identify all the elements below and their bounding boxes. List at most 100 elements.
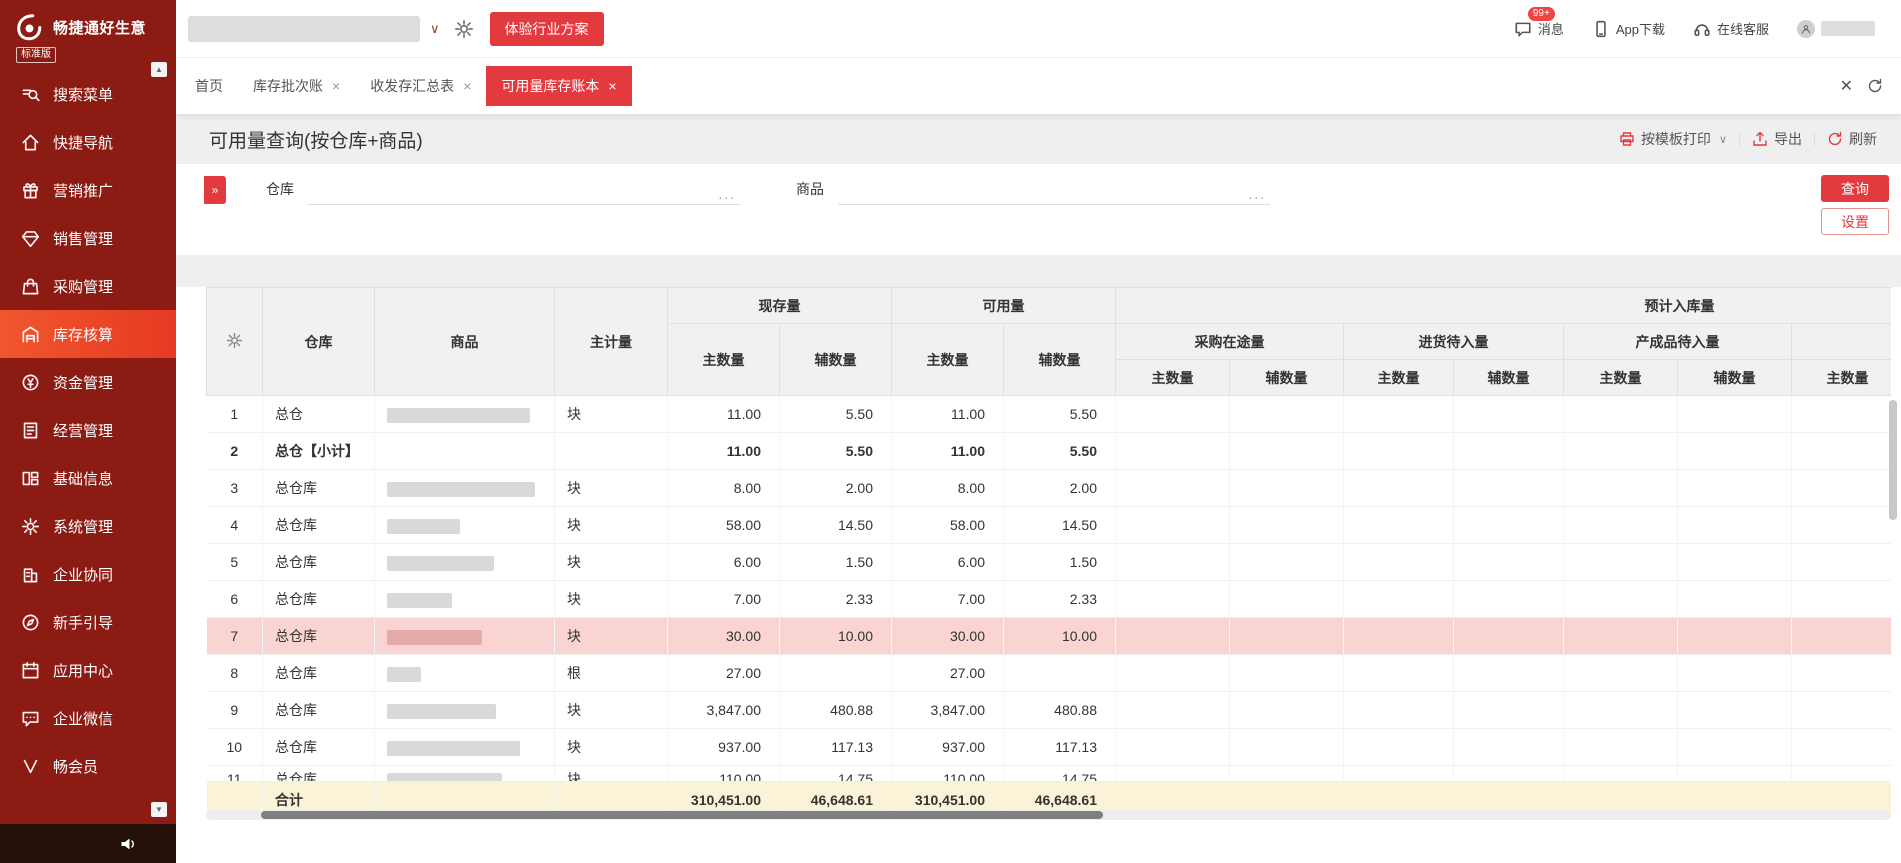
sidebar-item-info[interactable]: 基础信息	[0, 454, 176, 502]
table-row[interactable]: 10 总仓库块 937.00 117.13 937.00 117.13	[206, 728, 1891, 766]
tab-close-icon[interactable]: ×	[463, 78, 472, 94]
sidebar-item-vip[interactable]: 畅会员	[0, 742, 176, 790]
col-qty-main: 主数量	[1343, 359, 1454, 396]
sidebar-item-search[interactable]: 搜索菜单	[0, 70, 176, 118]
tab-close-icon[interactable]: ×	[332, 78, 341, 94]
subgroup-purchase-transit: 采购在途量	[1115, 323, 1344, 360]
sidebar-item-label: 资金管理	[53, 374, 114, 392]
sidebar-item-label: 畅会员	[53, 758, 99, 776]
sidebar-item-label: 营销推广	[53, 182, 114, 200]
online-support-button[interactable]: 在线客服	[1693, 19, 1769, 38]
table-row[interactable]: 9 总仓库块 3,847.00 480.88 3,847.00 480.88	[206, 691, 1891, 729]
app-logo: 畅捷通好生意	[0, 0, 176, 44]
tab-1[interactable]: 库存批次账 ×	[238, 66, 355, 106]
sidebar-item-gift[interactable]: 营销推广	[0, 166, 176, 214]
sidebar-item-chat[interactable]: 企业微信	[0, 694, 176, 742]
sidebar-item-bag[interactable]: 采购管理	[0, 262, 176, 310]
sidebar-item-label: 销售管理	[53, 230, 114, 248]
sidebar-item-label: 快捷导航	[53, 134, 114, 152]
title-actions: 按模板打印 ∨ 导出 刷新	[1619, 129, 1877, 149]
sidebar-item-label: 库存核算	[53, 326, 114, 344]
table-row[interactable]: 5 总仓库块 6.00 1.50 6.00 1.50	[206, 543, 1891, 581]
sidebar-scroll-up[interactable]: ▲	[151, 62, 167, 77]
warehouse-picker-icon[interactable]: ...	[718, 186, 736, 202]
sidebar-item-report[interactable]: 经营管理	[0, 406, 176, 454]
redacted-product	[387, 740, 520, 756]
redacted-product	[387, 629, 482, 645]
export-button[interactable]: 导出	[1752, 129, 1802, 149]
warehouse-filter-input[interactable]: ...	[308, 178, 740, 205]
redacted-product	[387, 703, 496, 719]
refresh-button[interactable]: 刷新	[1827, 129, 1877, 149]
table-row[interactable]: 7 总仓库块 30.00 10.00 30.00 10.00	[206, 617, 1891, 655]
product-filter-label: 商品	[796, 181, 824, 197]
tab-options-icon[interactable]	[1867, 78, 1883, 94]
table-row[interactable]: 8 总仓库根 27.00 27.00	[206, 654, 1891, 692]
sidebar-item-gem[interactable]: 销售管理	[0, 214, 176, 262]
expand-filters-button[interactable]: »	[204, 176, 226, 204]
table-row[interactable]: 4 总仓库块 58.00 14.50 58.00 14.50	[206, 506, 1891, 544]
dropdown-caret-icon[interactable]: ∨	[430, 20, 440, 36]
phone-icon	[1592, 20, 1610, 38]
product-picker-icon[interactable]: ...	[1248, 186, 1266, 202]
compass-icon	[21, 613, 40, 632]
settings-button[interactable]: 设置	[1821, 208, 1889, 235]
table-row[interactable]: 6 总仓库块 7.00 2.33 7.00 2.33	[206, 580, 1891, 618]
search-icon	[21, 85, 40, 104]
table-row[interactable]: 11 总仓库块 110.00 14.75 110.00 14.75	[206, 765, 1891, 782]
sidebar-item-coin[interactable]: 资金管理	[0, 358, 176, 406]
horizontal-scrollbar[interactable]	[261, 811, 1103, 819]
table-row[interactable]: 3 总仓库块 8.00 2.00 8.00 2.00	[206, 469, 1891, 507]
print-by-template-button[interactable]: 按模板打印 ∨	[1619, 129, 1727, 149]
avatar	[1797, 19, 1815, 38]
sidebar-item-apps[interactable]: 应用中心	[0, 646, 176, 694]
col-qty-main: 主数量	[1115, 359, 1230, 396]
group-expected-inbound: 预计入库量	[1115, 287, 1891, 324]
redacted-product	[387, 407, 530, 423]
query-button[interactable]: 查询	[1821, 175, 1889, 202]
tab-0[interactable]: 首页	[180, 66, 238, 106]
sidebar-item-home[interactable]: 快捷导航	[0, 118, 176, 166]
close-all-tabs-icon[interactable]: ✕	[1839, 78, 1853, 95]
user-account[interactable]	[1797, 19, 1875, 38]
speaker-icon[interactable]	[118, 834, 138, 854]
tabbar-actions: ✕	[1840, 76, 1883, 96]
main-content: ∨ 体验行业方案 消息 99+ App下载 在线客服 首页 库存批次账	[176, 0, 1901, 863]
tab-label: 收发存汇总表	[370, 78, 455, 94]
org-icon	[21, 565, 40, 584]
account-dropdown[interactable]	[188, 15, 420, 42]
settings-gear-icon[interactable]	[454, 19, 474, 39]
page-header: 可用量查询(按仓库+商品) 按模板打印 ∨ 导出 刷新	[176, 114, 1901, 164]
group-stock: 现存量	[667, 287, 892, 324]
sidebar-item-label: 应用中心	[53, 662, 114, 680]
sidebar-scroll-down[interactable]: ▼	[151, 802, 167, 817]
chat-icon	[21, 709, 40, 728]
product-filter-input[interactable]: ...	[838, 178, 1270, 205]
table-scroll-area: 仓库 商品 主计量 现存量 可用量 预计入库量 主数量 辅数量 主数量 辅数量 …	[206, 287, 1891, 823]
column-settings-icon[interactable]	[226, 332, 243, 349]
sidebar-item-org[interactable]: 企业协同	[0, 550, 176, 598]
sidebar-item-warehouse[interactable]: 库存核算	[0, 310, 176, 358]
tab-close-icon[interactable]: ×	[608, 78, 617, 94]
col-product: 商品	[374, 287, 555, 396]
col-warehouse: 仓库	[262, 287, 375, 396]
tab-label: 首页	[195, 78, 223, 94]
sidebar-item-compass[interactable]: 新手引导	[0, 598, 176, 646]
messages-button[interactable]: 消息 99+	[1514, 7, 1564, 38]
tab-list: 首页 库存批次账 × 收发存汇总表 × 可用量库存账本 ×	[180, 66, 632, 106]
table-row[interactable]: 2 总仓【小计】 11.00 5.50 11.00 5.50	[206, 432, 1891, 470]
sidebar-item-label: 采购管理	[53, 278, 114, 296]
vertical-scrollbar[interactable]	[1889, 400, 1897, 520]
sidebar-item-system[interactable]: 系统管理	[0, 502, 176, 550]
tab-2[interactable]: 收发存汇总表 ×	[355, 66, 486, 106]
experience-plan-button[interactable]: 体验行业方案	[489, 11, 604, 46]
info-icon	[21, 469, 40, 488]
table-body: 1 总仓块 11.00 5.50 11.00 5.50 2 总仓【小计】 11.00 5.50 11…	[206, 395, 1891, 818]
tab-3[interactable]: 可用量库存账本 ×	[486, 66, 632, 106]
sidebar-bottom-bar	[0, 824, 176, 863]
sidebar-item-label: 基础信息	[53, 470, 114, 488]
table-row[interactable]: 1 总仓块 11.00 5.50 11.00 5.50	[206, 395, 1891, 433]
group-available: 可用量	[891, 287, 1116, 324]
topbar: ∨ 体验行业方案 消息 99+ App下载 在线客服	[176, 0, 1901, 58]
app-download-button[interactable]: App下载	[1592, 19, 1665, 38]
